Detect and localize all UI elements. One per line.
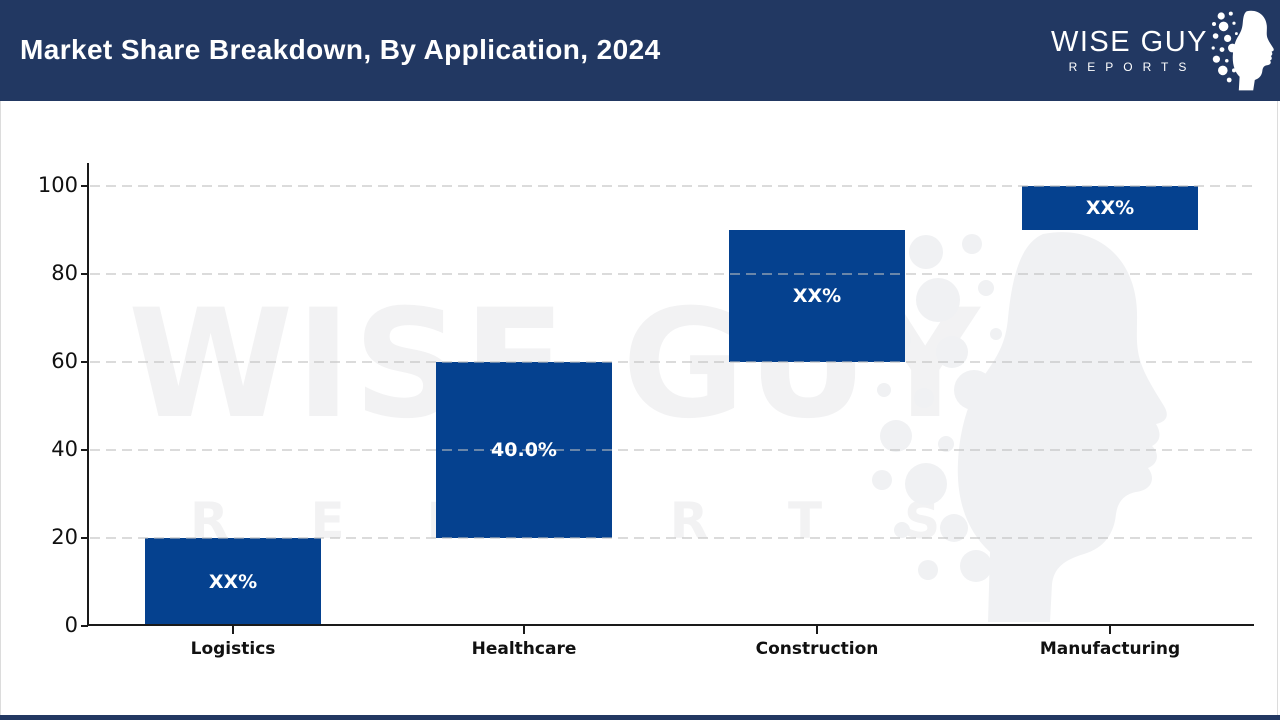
gridline xyxy=(90,273,1253,275)
x-tick-label-manufacturing: Manufacturing xyxy=(1039,639,1181,659)
y-tick-label: 60 xyxy=(51,349,78,374)
bar-value-label: 40.0% xyxy=(491,439,557,461)
wise-guy-reports-logo: WISE GUY REPORTS xyxy=(1051,8,1274,92)
watermark-head-icon xyxy=(872,232,1167,623)
x-tick-mark xyxy=(1109,626,1111,634)
y-axis-line xyxy=(87,163,89,626)
logo-line-reports: REPORTS xyxy=(1068,59,1197,74)
x-tick-mark xyxy=(816,626,818,634)
bar-manufacturing xyxy=(1022,186,1198,230)
gridline xyxy=(90,361,1253,363)
bar-value-label: XX% xyxy=(208,571,258,593)
y-tick-label: 100 xyxy=(37,173,78,198)
y-tick-label: 20 xyxy=(51,525,78,550)
bar-logistics xyxy=(145,538,321,626)
bar-value-label: XX% xyxy=(792,285,842,307)
footer-accent-bar xyxy=(0,715,1280,720)
bar-construction xyxy=(729,230,905,362)
y-tick-mark xyxy=(81,185,88,187)
gridline xyxy=(90,449,1253,451)
y-tick-label: 40 xyxy=(51,437,78,462)
logo-line-wise-guy: WISE GUY xyxy=(1050,25,1208,58)
x-tick-mark xyxy=(232,626,234,634)
logo-wordmark: WISE GUY REPORTS xyxy=(1051,27,1208,74)
x-axis-line xyxy=(87,624,1254,626)
bar-value-label: XX% xyxy=(1085,197,1135,219)
y-tick-mark xyxy=(81,625,88,627)
x-tick-label-logistics: Logistics xyxy=(190,639,276,659)
x-tick-label-construction: Construction xyxy=(755,639,879,659)
y-tick-mark xyxy=(81,273,88,275)
gridline xyxy=(90,537,1253,539)
y-tick-mark xyxy=(81,537,88,539)
y-tick-mark xyxy=(81,361,88,363)
header-band: Market Share Breakdown, By Application, … xyxy=(0,0,1280,101)
y-tick-label: 80 xyxy=(51,261,78,286)
y-tick-label: 0 xyxy=(64,613,78,638)
x-tick-label-healthcare: Healthcare xyxy=(471,639,577,659)
x-tick-mark xyxy=(523,626,525,634)
gridline xyxy=(90,185,1253,187)
page-title: Market Share Breakdown, By Application, … xyxy=(20,34,661,65)
logo-head-icon xyxy=(1211,10,1274,91)
y-tick-mark xyxy=(81,449,88,451)
